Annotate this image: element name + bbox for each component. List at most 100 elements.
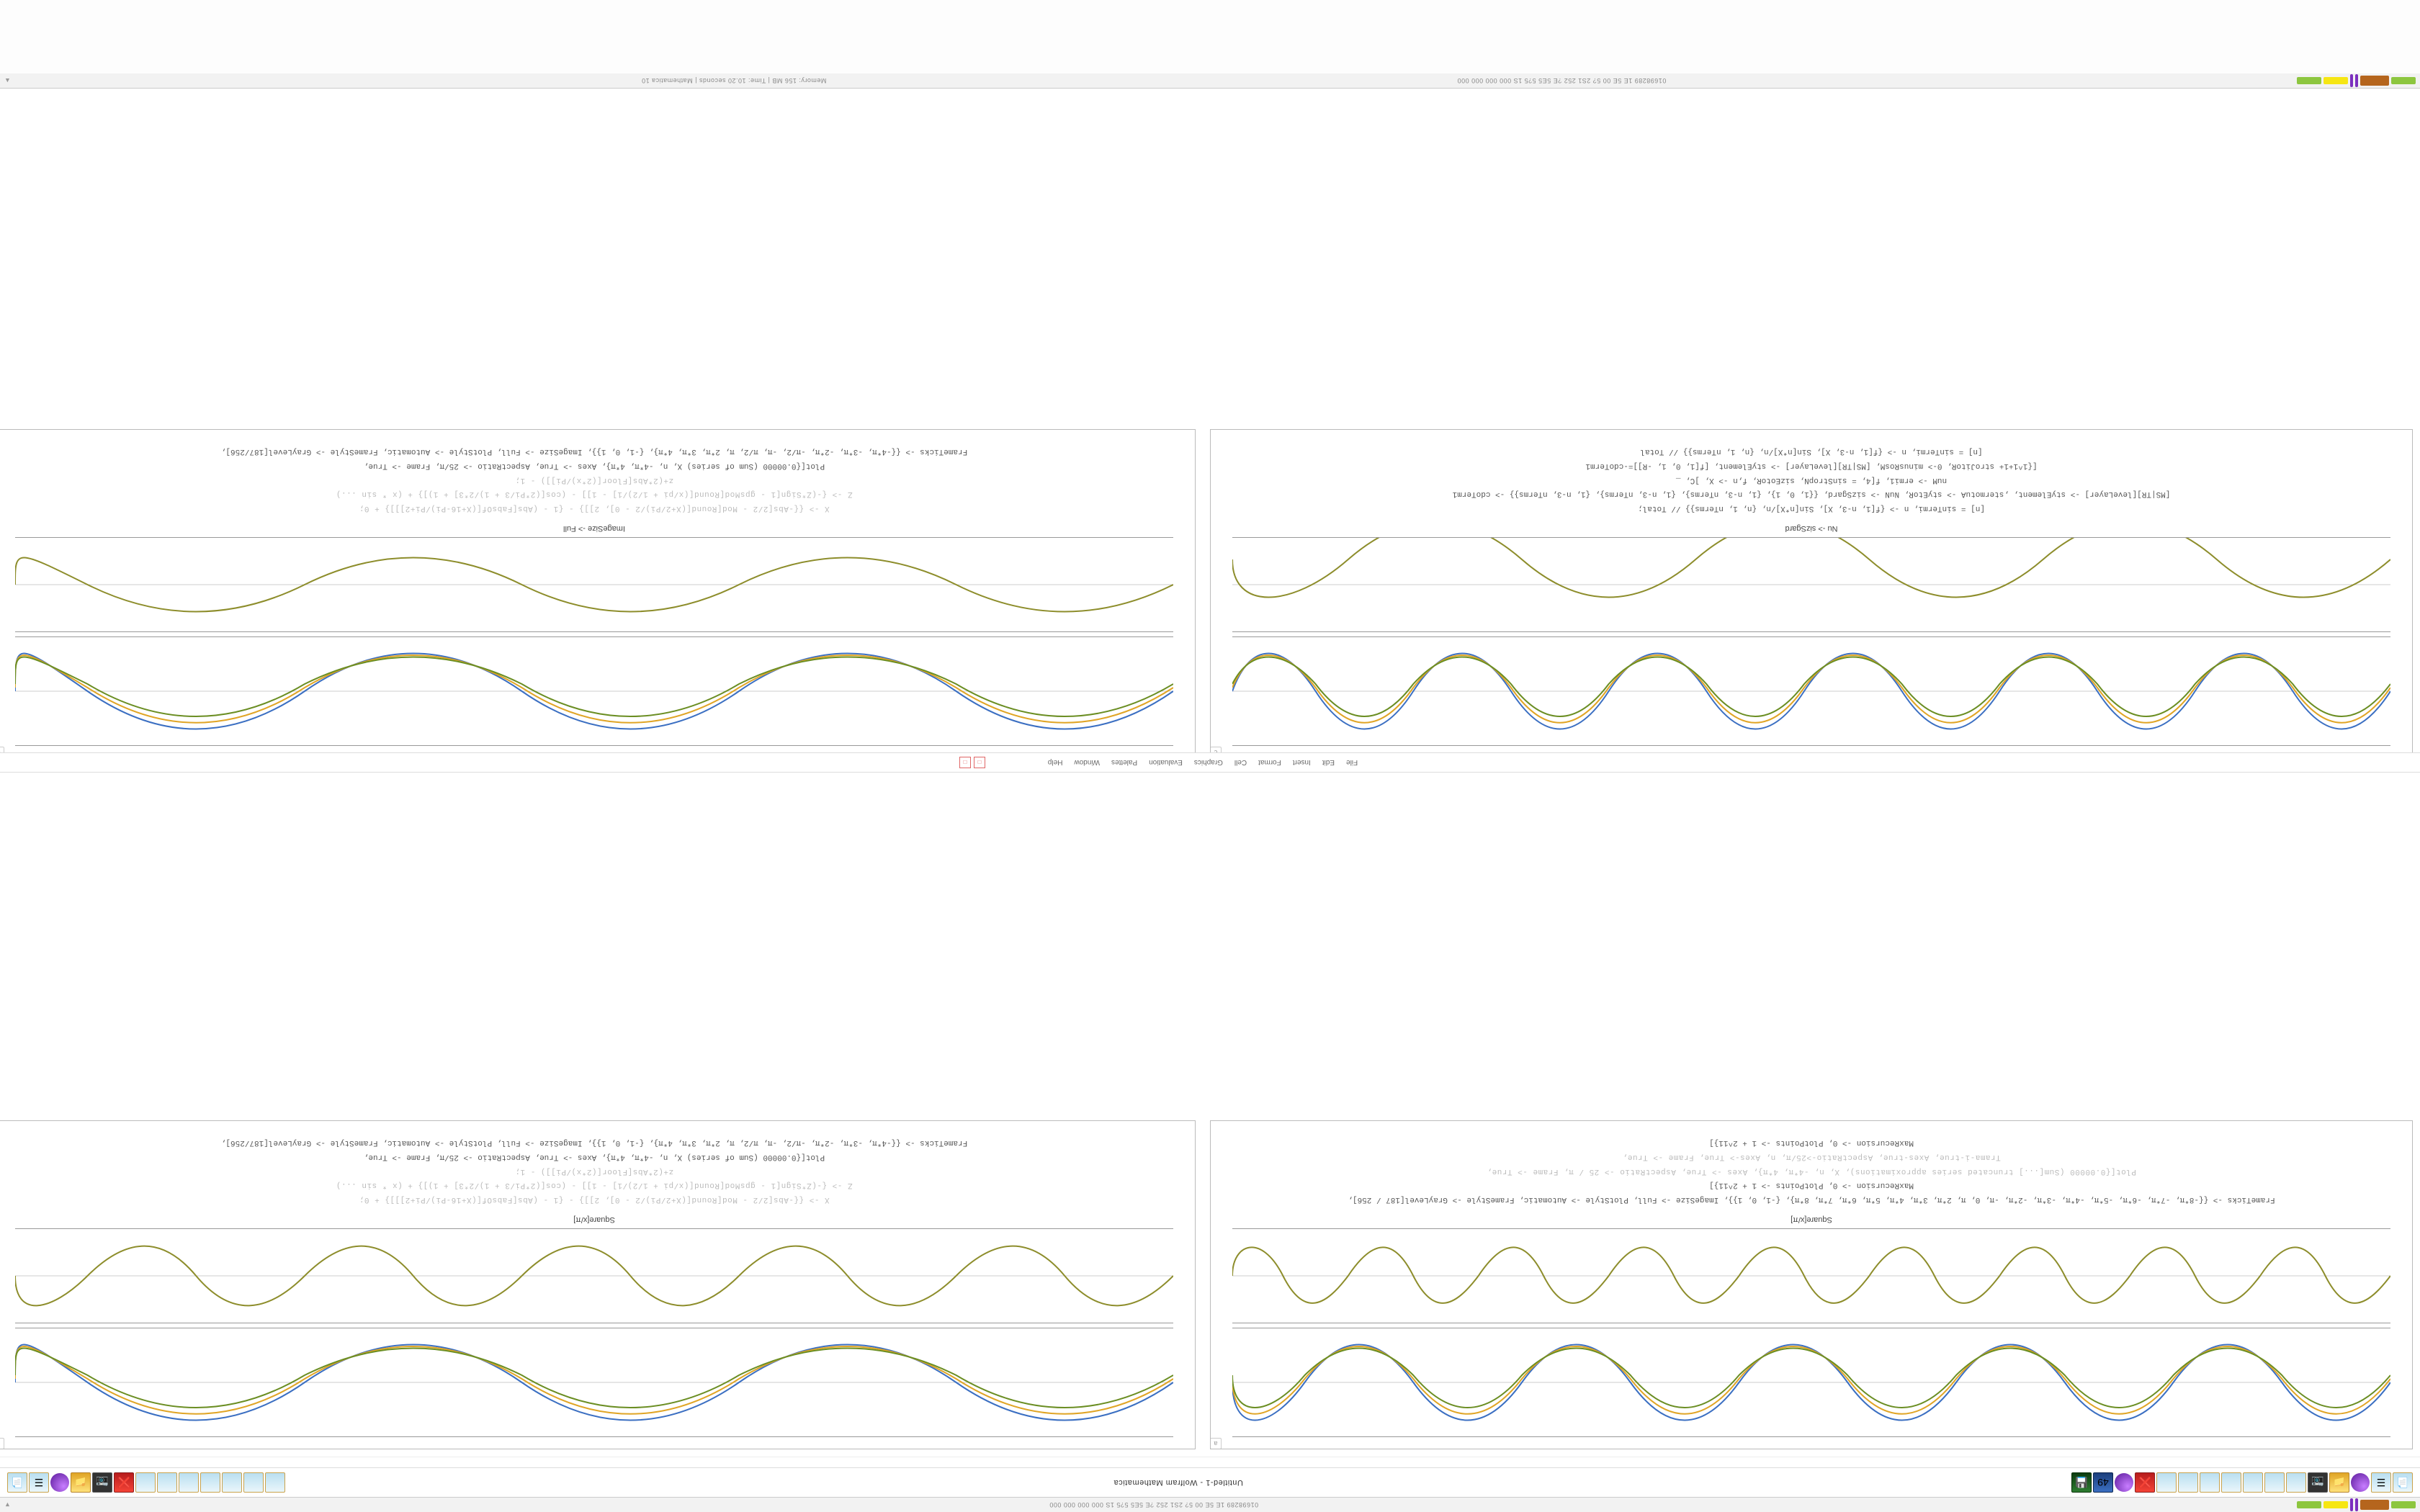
middle-menu-strip: File Edit Insert Format Cell Graphics Ev…	[0, 752, 2420, 773]
ruler-bar	[0, 1457, 2420, 1467]
camera-icon[interactable]: 📷	[2308, 1472, 2328, 1493]
console-icon-2[interactable]: ☰	[29, 1472, 49, 1493]
blank-doc-icon-14[interactable]	[135, 1472, 156, 1493]
wave-plot-lower-br[interactable]	[15, 537, 1173, 632]
status-chevron-icon[interactable]: ▼	[4, 1501, 11, 1508]
blank-doc-icon-6[interactable]	[2178, 1472, 2198, 1493]
status-chip-green-2-bottom	[2297, 77, 2321, 84]
rotated-screenshot-root: 01698289 1E 5E 00 5? 2S1 252 ?E 5E5 5?5 …	[0, 0, 2420, 1512]
camera-icon-2[interactable]: 📷	[92, 1472, 112, 1493]
caption-tr: Square[x/π]	[15, 1215, 1173, 1224]
status-chip-yellow-bottom	[2323, 77, 2348, 84]
new-notebook-icon[interactable]: 📄	[2393, 1472, 2413, 1493]
status-chip-yellow	[2323, 1501, 2348, 1508]
menu-item-format[interactable]: Format	[1258, 759, 1281, 767]
status-chip-green-bottom	[2391, 77, 2416, 84]
toolbar-icons-group-2: ❌ 📷 📁 ☰ 📄	[7, 1472, 285, 1493]
blank-doc-icon-13[interactable]	[157, 1472, 177, 1493]
code-block-br: X -> {{-Abs[2/2 - Mod[Round[(X+2/Pi)/2 -…	[15, 437, 1173, 517]
blank-doc-icon-11[interactable]	[200, 1472, 220, 1493]
red-marker-1[interactable]: □	[974, 757, 985, 768]
wave-svg-upper-br	[15, 637, 1173, 745]
bottom-status-bar: 01698289 1E 5E 00 5? 2S1 252 ?E 5E5 5?5 …	[0, 73, 2420, 89]
blank-doc-icon-5[interactable]	[2200, 1472, 2220, 1493]
caption-br: ImageSize -> Full	[15, 524, 1173, 533]
caption-bl: Nu -> sizSgard	[1232, 524, 2390, 533]
palette-red-markers: □ □	[959, 757, 985, 768]
blank-doc-icon-3[interactable]	[2243, 1472, 2263, 1493]
quadrant-bottom-left: c Nu -> sizSgard	[1210, 429, 2413, 758]
wave-plot-lower-bl[interactable]	[1232, 537, 2390, 632]
code-block-tr: X -> {{-Abs[2/2 - Mod[Round[(X+2/Pi)/2 -…	[15, 1128, 1173, 1208]
status-chip-purple-2-bottom	[2350, 74, 2353, 87]
status-chip-orange	[2360, 1500, 2389, 1510]
top-status-bar: 01698289 1E 5E 00 5? 2S1 252 ?E 5E5 5?5 …	[0, 1497, 2420, 1512]
menu-item-help[interactable]: Help	[1048, 759, 1063, 767]
wave-svg-lower-br	[15, 538, 1173, 631]
save-blue-icon[interactable]: 49	[2093, 1472, 2113, 1493]
quadrant-top-left: a Square[	[1210, 1120, 2413, 1449]
blank-doc-icon-2[interactable]	[2264, 1472, 2285, 1493]
toolbar-bar: 📄 ☰ 📁 📷 ❌ 49 💾 Untitled-1 - Wolfram Math…	[0, 1467, 2420, 1497]
menu-item-insert[interactable]: Insert	[1293, 759, 1311, 767]
code-block-tl: FrameTicks -> {{-8*π, -7*π, -6*π, -5*π, …	[1232, 1128, 2390, 1208]
warning-icon[interactable]: ❌	[2135, 1472, 2155, 1493]
wave-svg-upper-bl	[1232, 637, 2390, 745]
blank-doc-icon-7[interactable]	[2156, 1472, 2177, 1493]
quadrant-border-tr: Square[x/π] X -> {{-Abs[2/2 - Mod[Round[…	[0, 1120, 1196, 1449]
new-notebook-icon-2[interactable]: 📄	[7, 1472, 27, 1493]
status-chip-green	[2391, 1501, 2416, 1508]
notebook-content-area: a Square[	[0, 89, 2420, 1457]
wave-svg-lower-tl	[1232, 1229, 2390, 1323]
status-numbers-left: 01698289 1E 5E 00 5? 2S1 252 ?E 5E5 5?5 …	[1049, 1501, 1258, 1508]
blank-doc-icon-9[interactable]	[243, 1472, 264, 1493]
wave-svg-lower-bl	[1232, 538, 2390, 631]
palette-icon[interactable]	[2351, 1473, 2370, 1492]
quadrant-bottom-right: d ImageSize -> Full	[0, 429, 1196, 758]
quadrant-top-right: b Square[x/π]	[0, 1120, 1196, 1449]
status-numbers-left-bottom: 01698289 1E 5E 00 5? 2S1 252 ?E 5E5 5?5 …	[1457, 77, 1666, 84]
code-block-bl: [n] = sinTermi, n -> {f[1, n-3, X], Sin[…	[1232, 437, 2390, 517]
menu-item-window[interactable]: Window	[1074, 759, 1100, 767]
blank-doc-icon-4[interactable]	[2221, 1472, 2241, 1493]
status-chip-orange-bottom	[2360, 76, 2389, 86]
status-chips-left	[2297, 1498, 2416, 1511]
menu-item-evaluation[interactable]: Evaluation	[1149, 759, 1183, 767]
wave-plot-upper-tr[interactable]	[15, 1328, 1173, 1437]
menu-item-edit[interactable]: Edit	[1322, 759, 1335, 767]
blank-doc-icon-12[interactable]	[179, 1472, 199, 1493]
wolfram-alpha-icon[interactable]	[2115, 1473, 2133, 1492]
status-chip-purple-1-bottom	[2355, 74, 2358, 87]
folder-icon-2[interactable]: 📁	[71, 1472, 91, 1493]
wave-plot-upper-br[interactable]	[15, 636, 1173, 746]
caption-tl: Square[x/π]	[1232, 1215, 2390, 1224]
status-chips-left-bottom	[2297, 74, 2416, 87]
red-marker-2[interactable]: □	[959, 757, 971, 768]
status-chevron-icon-bottom[interactable]: ▲	[4, 77, 11, 84]
toolbar-icons-group: 📄 ☰ 📁 📷 ❌ 49 💾	[2071, 1472, 2413, 1493]
wave-svg-lower-tr	[15, 1229, 1173, 1323]
menu-item-file[interactable]: File	[1346, 759, 1358, 767]
status-chip-purple-1	[2355, 1498, 2358, 1511]
menu-item-palettes[interactable]: Palettes	[1111, 759, 1137, 767]
wave-plot-lower-tr[interactable]	[15, 1228, 1173, 1323]
blank-doc-icon-10[interactable]	[222, 1472, 242, 1493]
status-bar-time-text: Memory: 156 MB | Time: 10.20 seconds | M…	[642, 77, 827, 84]
folder-icon[interactable]: 📁	[2329, 1472, 2349, 1493]
wave-plot-upper-bl[interactable]	[1232, 636, 2390, 746]
menu-item-graphics[interactable]: Graphics	[1194, 759, 1223, 767]
wolfram-alpha-icon-2[interactable]	[50, 1473, 69, 1492]
wave-svg-upper-tr	[15, 1328, 1173, 1436]
status-chip-purple-2	[2350, 1498, 2353, 1511]
warning-icon-2[interactable]: ❌	[114, 1472, 134, 1493]
wave-plot-upper-tl[interactable]	[1232, 1328, 2390, 1437]
console-icon[interactable]: ☰	[2371, 1472, 2391, 1493]
wave-plot-lower-tl[interactable]	[1232, 1228, 2390, 1323]
menu-bar-items: File Edit Insert Format Cell Graphics Ev…	[1048, 759, 1358, 767]
window-title: Untitled-1 - Wolfram Mathematica	[1113, 1478, 1243, 1487]
blank-doc-icon-1[interactable]	[2286, 1472, 2306, 1493]
quadrant-border-br: ImageSize -> Full X -> {{-Abs[2/2 - Mod[…	[0, 429, 1196, 758]
save-green-icon[interactable]: 💾	[2071, 1472, 2092, 1493]
blank-doc-icon-8[interactable]	[265, 1472, 285, 1493]
menu-item-cell[interactable]: Cell	[1234, 759, 1247, 767]
